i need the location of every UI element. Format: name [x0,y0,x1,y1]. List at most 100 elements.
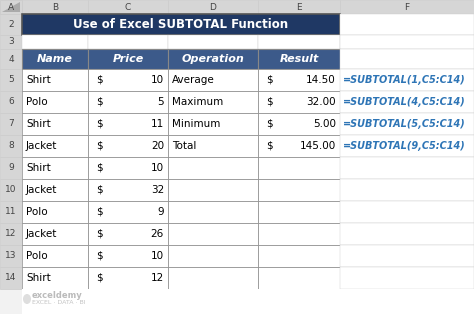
Bar [88,35,168,49]
Bar [88,91,168,113]
Text: 26: 26 [151,229,164,239]
Bar [340,223,474,245]
Text: 10: 10 [151,251,164,261]
Text: Jacket: Jacket [26,185,57,195]
Bar [258,91,340,113]
Bar [258,69,340,91]
Bar [22,91,88,113]
Text: 5: 5 [157,97,164,107]
Text: $: $ [266,75,273,85]
Bar [168,91,258,113]
Text: 10: 10 [151,163,164,173]
Bar [340,135,474,157]
Text: 14: 14 [5,273,17,283]
Text: =SUBTOTAL(5,C5:C14): =SUBTOTAL(5,C5:C14) [343,119,466,129]
Bar [258,223,340,245]
Text: Polo: Polo [26,207,47,217]
Bar [168,267,258,289]
Bar [340,113,474,135]
Bar [88,289,168,314]
Text: Price: Price [112,54,144,64]
Bar [88,157,168,179]
Text: 13: 13 [5,252,17,261]
Bar [168,201,258,223]
Bar [340,49,474,69]
Bar [22,267,88,289]
Text: Polo: Polo [26,97,47,107]
Bar [88,135,168,157]
Bar [258,49,340,69]
Text: Minimum: Minimum [172,119,220,129]
Text: 8: 8 [8,142,14,150]
Text: Maximum: Maximum [172,97,223,107]
Bar [340,91,474,113]
Text: 10: 10 [151,75,164,85]
Text: $: $ [96,229,103,239]
Bar [0,49,22,69]
Bar [258,35,340,49]
Text: 32.00: 32.00 [306,97,336,107]
Bar [22,289,88,314]
Text: $: $ [96,97,103,107]
Bar [22,135,88,157]
Bar [258,179,340,201]
Text: 4: 4 [8,55,14,63]
Bar [340,157,474,179]
Text: $: $ [96,119,103,129]
Text: 11: 11 [5,208,17,216]
Bar [168,289,258,314]
Text: EXCEL · DATA · BI: EXCEL · DATA · BI [32,300,86,306]
Bar [340,289,474,314]
Bar [340,14,474,35]
Text: $: $ [96,163,103,173]
Text: 12: 12 [5,230,17,239]
Bar [258,157,340,179]
Text: 9: 9 [157,207,164,217]
Text: 9: 9 [8,164,14,172]
Text: $: $ [96,75,103,85]
Bar [22,0,88,14]
Bar [0,201,22,223]
Bar [258,289,340,314]
Bar [88,0,168,14]
Bar [22,113,88,135]
Bar [340,267,474,289]
Text: $: $ [96,207,103,217]
Text: A: A [8,3,14,12]
Bar [0,245,22,267]
Bar [168,113,258,135]
Text: $: $ [96,141,103,151]
Text: 20: 20 [151,141,164,151]
Bar [168,179,258,201]
Bar [168,35,258,49]
Text: $: $ [266,141,273,151]
Bar [168,69,258,91]
Bar [258,245,340,267]
Text: =SUBTOTAL(1,C5:C14): =SUBTOTAL(1,C5:C14) [343,75,466,85]
Text: 145.00: 145.00 [300,141,336,151]
Text: D: D [210,3,217,12]
Bar [22,223,88,245]
Text: Shirt: Shirt [26,163,51,173]
Bar [0,91,22,113]
Bar [340,0,474,14]
Text: $: $ [266,97,273,107]
Text: 32: 32 [151,185,164,195]
Text: =SUBTOTAL(4,C5:C14): =SUBTOTAL(4,C5:C14) [343,97,466,107]
Text: F: F [404,3,410,12]
Text: $: $ [96,251,103,261]
Bar [88,267,168,289]
Bar [22,35,88,49]
Bar [22,69,88,91]
Text: Jacket: Jacket [26,229,57,239]
Bar [340,35,474,49]
Bar [258,0,340,14]
Text: Jacket: Jacket [26,141,57,151]
Bar [22,201,88,223]
Text: Polo: Polo [26,251,47,261]
Text: $: $ [96,185,103,195]
Bar [0,0,22,14]
Text: 3: 3 [8,37,14,46]
Text: exceldemy: exceldemy [32,290,83,300]
Bar [0,35,22,49]
